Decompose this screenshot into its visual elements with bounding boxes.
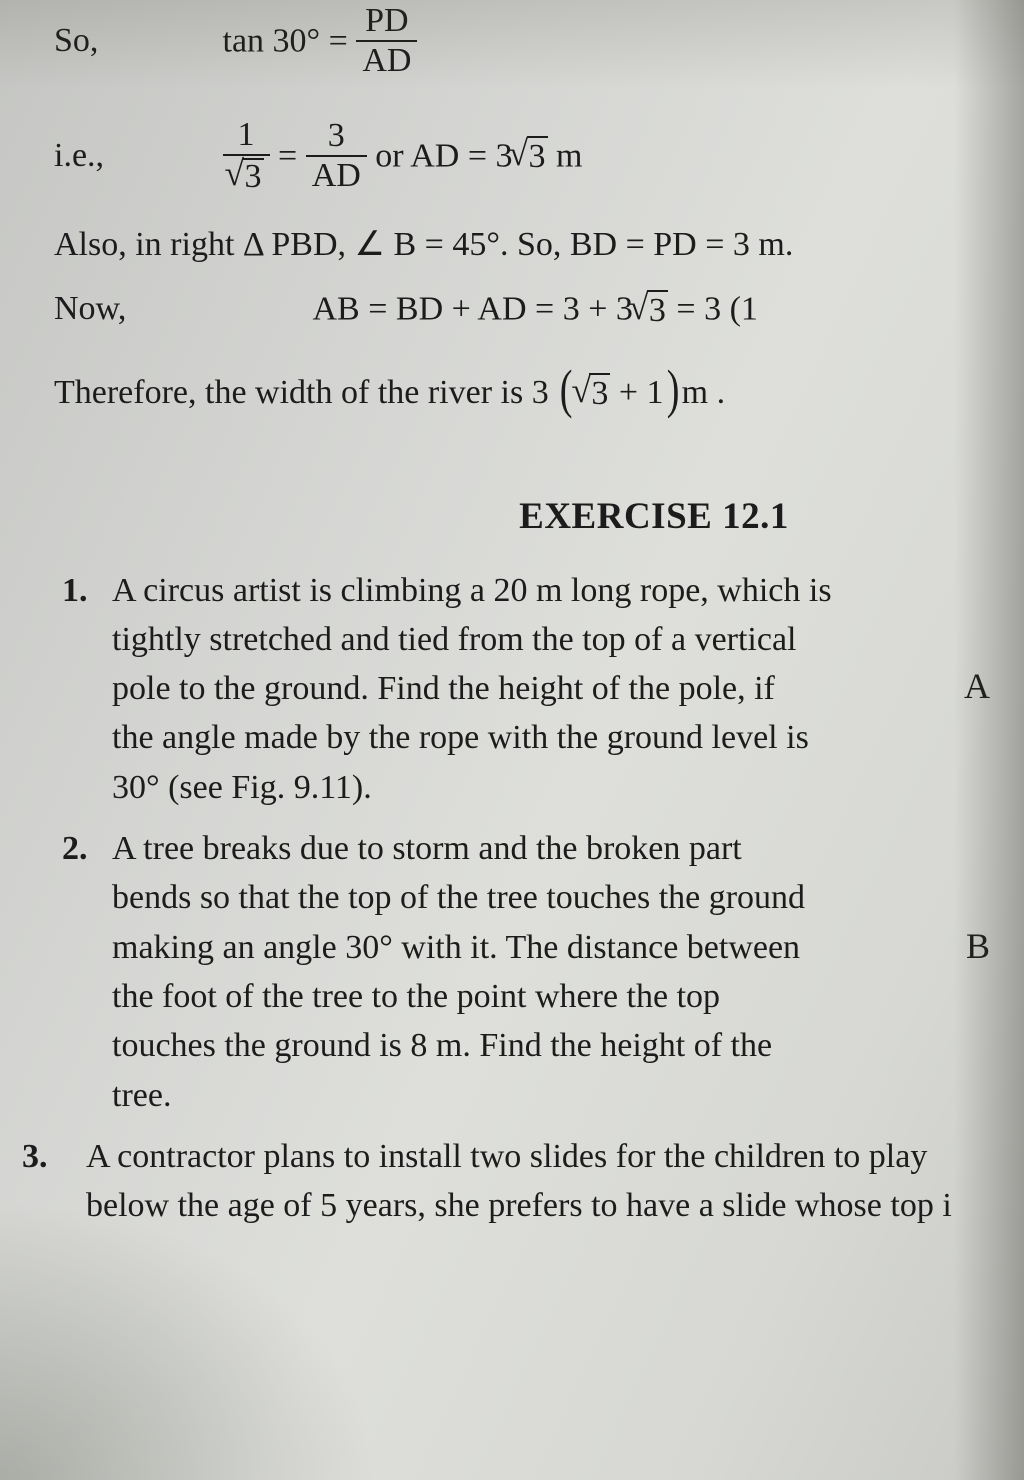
fraction-3-ad: 3 AD (306, 117, 367, 195)
q1-number: 1. (62, 566, 88, 615)
worked-line-2: i.e., 1 3 = 3 AD or AD = 33 m (54, 116, 994, 196)
worked-line-5: Therefore, the width of the river is 3 (… (54, 371, 994, 415)
worked-line-3: Also, in right Δ PBD, ∠ B = 45°. So, BD … (54, 226, 994, 263)
figure-label-a: A (964, 660, 990, 712)
prefix-so: So, (54, 22, 214, 59)
exercise-list: 1. A circus artist is climbing a 20 m lo… (54, 566, 994, 1231)
q1-line4: the angle made by the rope with the grou… (112, 713, 994, 762)
math-ab: AB = BD + AD = 3 + 33 = 3 (1 (313, 288, 758, 329)
q2-line3: making an angle 30° with it. The distanc… (112, 923, 994, 972)
worked-line-4: Now, AB = BD + AD = 3 + 33 = 3 (1 (54, 287, 994, 329)
question-1: 1. A circus artist is climbing a 20 m lo… (54, 566, 994, 812)
exercise-title: EXERCISE 12.1 (314, 495, 994, 538)
q1-line2: tightly stretched and tied from the top … (112, 615, 994, 664)
q2-line1: A tree breaks due to storm and the broke… (112, 824, 994, 873)
prefix-ie: i.e., (54, 137, 214, 174)
prefix-now: Now, (54, 290, 214, 327)
q2-line4: the foot of the tree to the point where … (112, 972, 994, 1021)
q1-line5: 30° (see Fig. 9.11). (112, 763, 994, 812)
question-2: 2. A tree breaks due to storm and the br… (54, 824, 994, 1120)
fraction-1-root3: 1 3 (223, 116, 270, 196)
q1-line1: A circus artist is climbing a 20 m long … (112, 566, 994, 615)
textbook-page: So, tan 30° = PD AD i.e., 1 3 = 3 AD or … (0, 0, 1024, 1480)
q3-number: 3. (22, 1132, 48, 1181)
figure-label-b: B (966, 920, 990, 972)
q1-line3: pole to the ground. Find the height of t… (112, 664, 994, 713)
math-tan30: tan 30° = PD AD (223, 2, 418, 80)
q3-line1: A contractor plans to install two slides… (66, 1132, 994, 1181)
q3-line2: below the age of 5 years, she prefers to… (66, 1181, 994, 1230)
math-ie: 1 3 = 3 AD or AD = 33 m (223, 116, 583, 196)
fraction-pd-ad: PD AD (356, 2, 417, 80)
worked-line-1: So, tan 30° = PD AD (54, 2, 994, 80)
q2-line2: bends so that the top of the tree touche… (112, 873, 994, 922)
q2-line6: tree. (112, 1071, 994, 1120)
paren-right: ) (666, 368, 679, 412)
q2-line5: touches the ground is 8 m. Find the heig… (112, 1021, 994, 1070)
question-3: 3. A contractor plans to install two sli… (28, 1132, 994, 1231)
q2-number: 2. (62, 824, 88, 873)
